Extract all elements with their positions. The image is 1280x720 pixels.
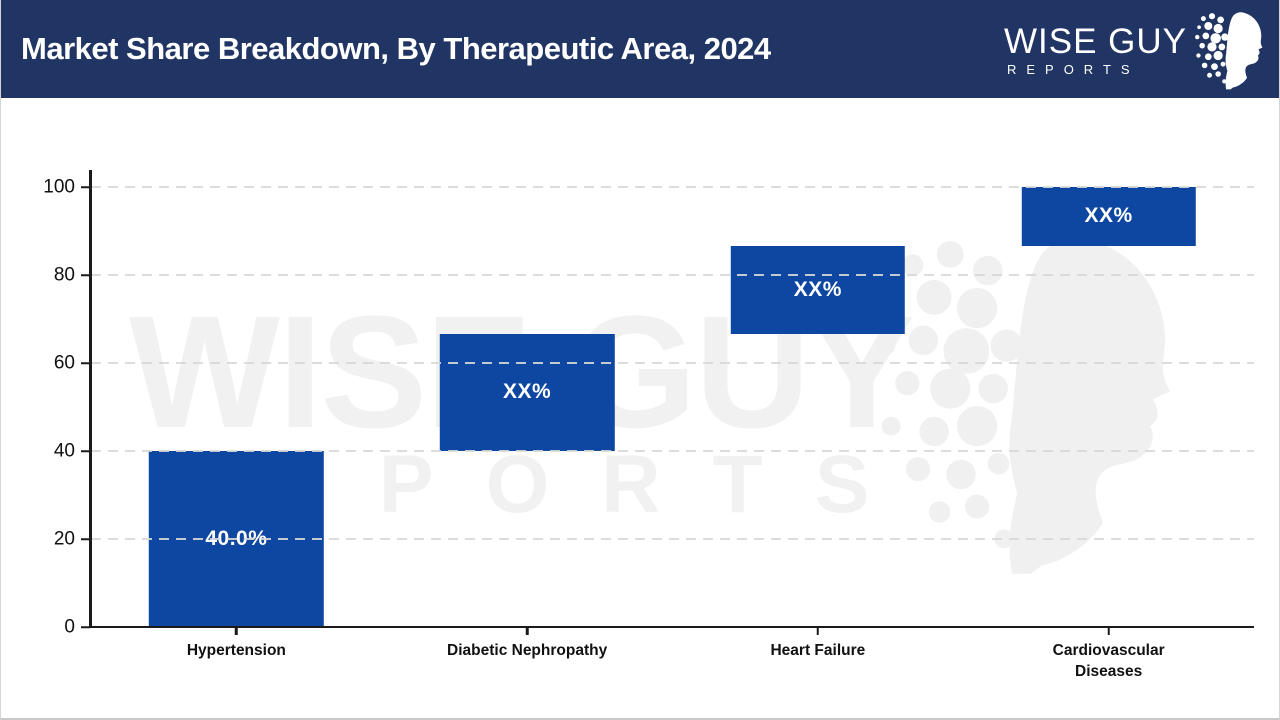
brand-logo: WISE GUY REPORTS [1004, 10, 1265, 90]
x-category-label-hypertension: Hypertension [186, 642, 286, 659]
x-category-label-heart-failure: Heart Failure [770, 642, 866, 659]
x-tick-mark-cardiovascular-diseases [1107, 628, 1110, 635]
y-tick-label-100: 100 [43, 176, 75, 198]
gridline-y-40 [91, 450, 1254, 452]
brand-logo-text: WISE GUY REPORTS [1004, 24, 1187, 76]
x-category-label-cardiovascular-diseases: Cardiovascular Diseases [1052, 642, 1165, 680]
y-tick-label-20: 20 [53, 528, 75, 550]
bar-diabetic-nephropathy: XX% [439, 333, 615, 451]
header-bar: Market Share Breakdown, By Therapeutic A… [1, 0, 1279, 98]
page-title: Market Share Breakdown, By Therapeutic A… [21, 31, 771, 66]
bar-value-label: XX% [793, 277, 842, 301]
bar-heart-failure: XX% [730, 245, 906, 334]
gridline-y-60 [91, 362, 1254, 364]
brand-name: WISE GUY [1003, 22, 1187, 61]
y-tick-label-40: 40 [53, 440, 75, 462]
y-tick-mark-20 [81, 537, 90, 541]
plot-inner: 40.0% XX% XX% XX% 0 20 40 60 80 100 [43, 178, 1254, 637]
y-tick-mark-60 [81, 361, 90, 365]
x-tick-mark-heart-failure [816, 628, 820, 635]
gridline-y-80 [91, 274, 1254, 276]
x-category-label-diabetic-nephropathy: Diabetic Nephropathy [447, 642, 608, 659]
bar-value-label: XX% [1084, 204, 1133, 228]
y-tick-label-80: 80 [53, 264, 75, 286]
y-tick-label-60: 60 [53, 352, 75, 374]
gridline-y-20 [91, 538, 1254, 540]
y-tick-mark-40 [81, 449, 90, 453]
x-axis-line [89, 625, 1254, 628]
bar-value-label: XX% [503, 380, 552, 404]
x-tick-mark-hypertension [235, 628, 238, 635]
y-axis-line [89, 170, 92, 628]
face-profile-logo-icon [1191, 10, 1265, 90]
y-tick-mark-100 [81, 185, 90, 189]
y-tick-mark-0 [81, 625, 90, 629]
bar-cardiovascular-diseases: XX% [1021, 187, 1196, 246]
x-tick-mark-diabetic-nephropathy [525, 628, 529, 635]
y-tick-label-0: 0 [64, 616, 75, 638]
brand-subtitle: REPORTS [1006, 62, 1140, 77]
y-tick-mark-80 [81, 273, 90, 277]
gridline-y-100 [91, 186, 1254, 188]
